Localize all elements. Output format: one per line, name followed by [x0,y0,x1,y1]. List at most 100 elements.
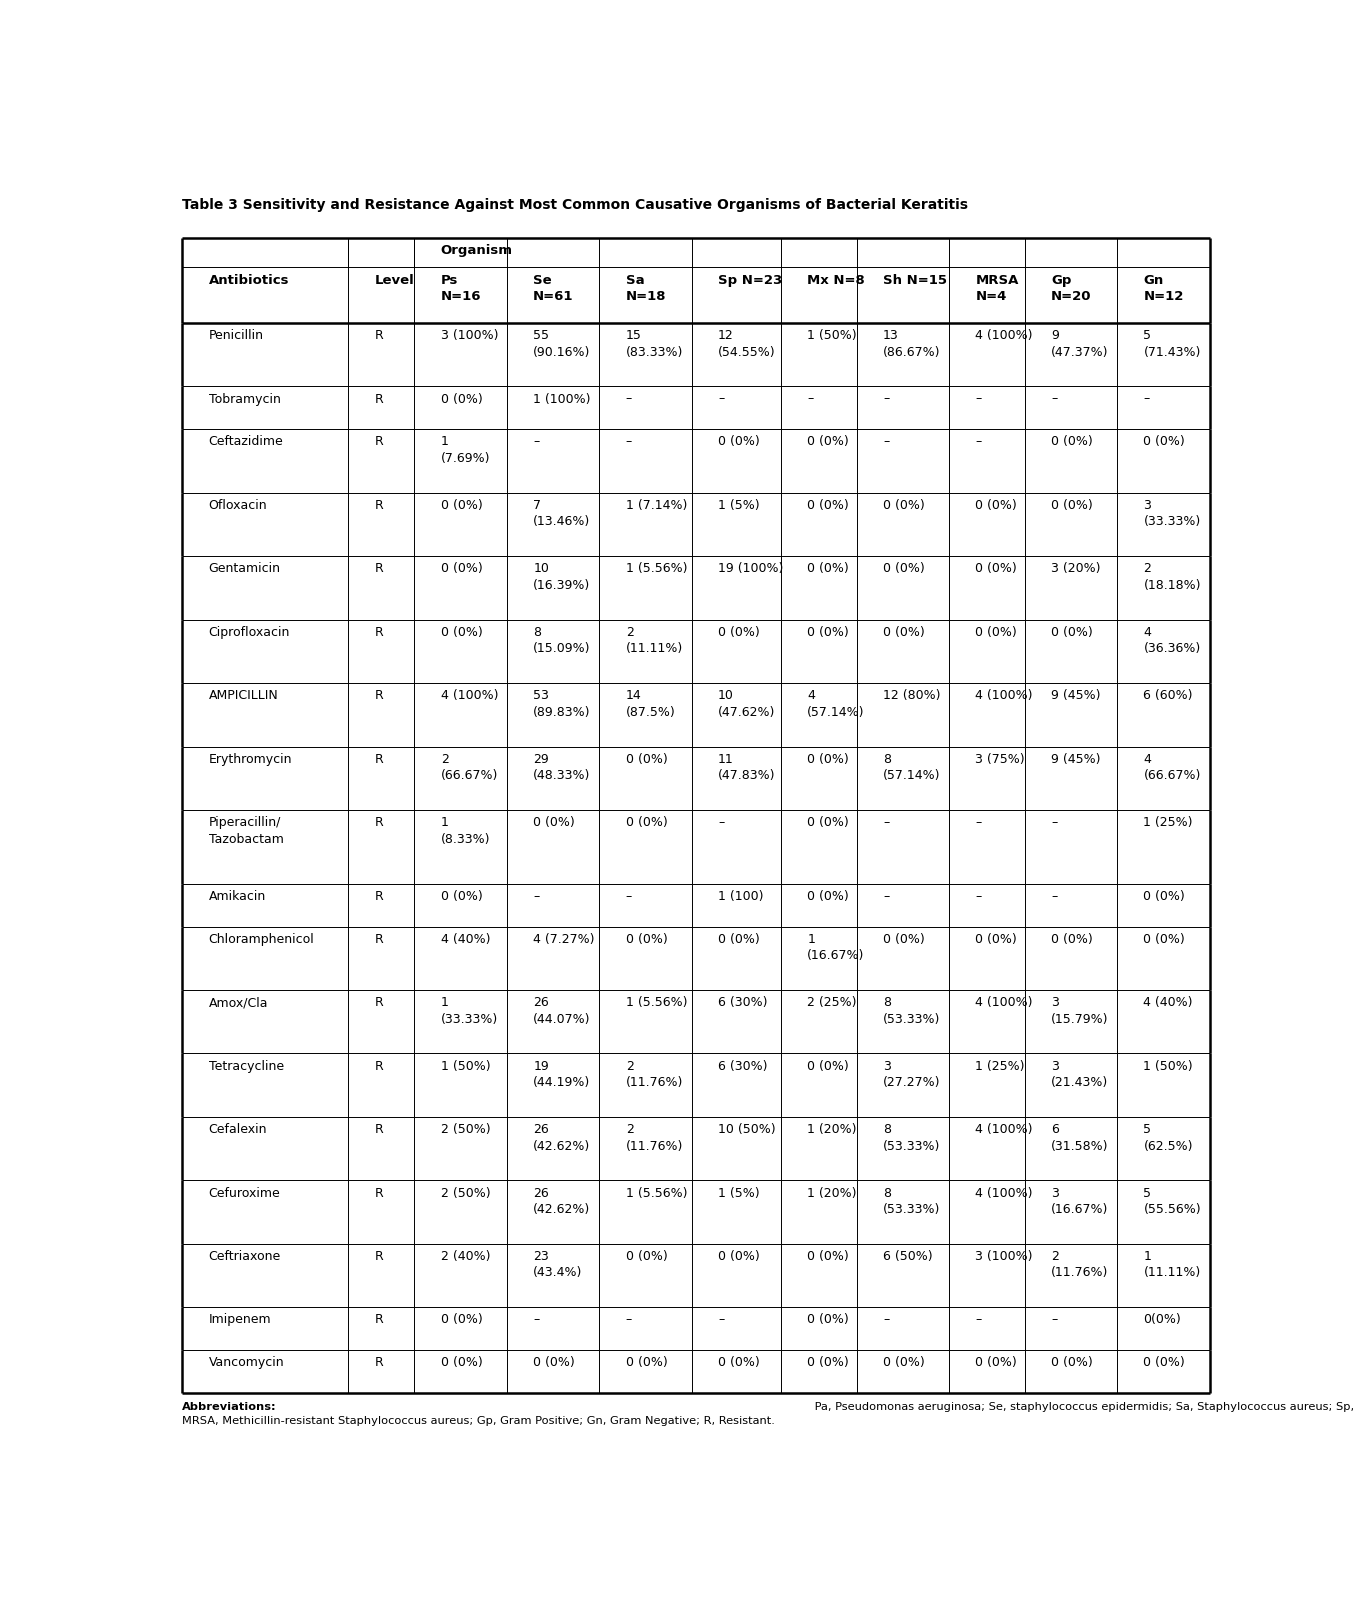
Text: 12 (80%): 12 (80%) [883,690,941,702]
Text: 0 (0%): 0 (0%) [441,1357,482,1370]
Text: 0 (0%): 0 (0%) [441,890,482,902]
Text: AMPICILLIN: AMPICILLIN [209,690,278,702]
Text: R: R [375,890,383,902]
Text: 26
(44.07%): 26 (44.07%) [534,997,591,1026]
Text: –: – [883,1314,889,1326]
Text: R: R [375,626,383,638]
Text: 4
(36.36%): 4 (36.36%) [1143,626,1200,656]
Text: Table 3 Sensitivity and Resistance Against Most Common Causative Organisms of Ba: Table 3 Sensitivity and Resistance Again… [182,198,968,213]
Text: –: – [975,890,982,902]
Text: –: – [883,435,889,448]
Text: 0 (0%): 0 (0%) [808,626,849,638]
Text: 5
(55.56%): 5 (55.56%) [1143,1187,1200,1216]
Text: 19 (100%): 19 (100%) [718,562,784,576]
Text: –: – [975,816,982,829]
Text: Sp N=23: Sp N=23 [718,274,782,286]
Text: –: – [1051,1314,1058,1326]
Text: 0 (0%): 0 (0%) [534,816,574,829]
Text: 1
(8.33%): 1 (8.33%) [441,816,490,846]
Text: 1 (7.14%): 1 (7.14%) [626,499,687,512]
Text: Cefuroxime: Cefuroxime [209,1187,281,1200]
Text: 5
(62.5%): 5 (62.5%) [1143,1123,1192,1152]
Text: R: R [375,690,383,702]
Text: –: – [534,435,539,448]
Text: 4 (40%): 4 (40%) [1143,997,1192,1010]
Text: R: R [375,1187,383,1200]
Text: Organism: Organism [441,245,513,258]
Text: R: R [375,499,383,512]
Text: R: R [375,562,383,576]
Text: 1
(16.67%): 1 (16.67%) [808,933,865,962]
Text: 0 (0%): 0 (0%) [626,1250,667,1262]
Text: 0 (0%): 0 (0%) [883,1357,925,1370]
Text: Se
N=61: Se N=61 [534,274,573,302]
Text: 0 (0%): 0 (0%) [1143,890,1186,902]
Text: –: – [626,890,631,902]
Text: 0 (0%): 0 (0%) [808,816,849,829]
Text: 0 (0%): 0 (0%) [808,1357,849,1370]
Text: 0 (0%): 0 (0%) [441,626,482,638]
Text: 0 (0%): 0 (0%) [975,499,1017,512]
Text: –: – [975,392,982,405]
Text: 0 (0%): 0 (0%) [1051,933,1093,946]
Text: 1 (100): 1 (100) [718,890,763,902]
Text: 0 (0%): 0 (0%) [718,435,760,448]
Text: 4
(57.14%): 4 (57.14%) [808,690,865,718]
Text: 3
(15.79%): 3 (15.79%) [1051,997,1108,1026]
Text: 0 (0%): 0 (0%) [1143,435,1186,448]
Text: –: – [975,1314,982,1326]
Text: Amikacin: Amikacin [209,890,266,902]
Text: 4 (100%): 4 (100%) [975,690,1033,702]
Text: Tetracycline: Tetracycline [209,1059,284,1072]
Text: –: – [718,1314,724,1326]
Text: 2
(18.18%): 2 (18.18%) [1143,562,1200,592]
Text: R: R [375,392,383,405]
Text: 1 (25%): 1 (25%) [975,1059,1025,1072]
Text: 0 (0%): 0 (0%) [883,499,925,512]
Text: 9 (45%): 9 (45%) [1051,690,1100,702]
Text: 0 (0%): 0 (0%) [808,890,849,902]
Text: Sa
N=18: Sa N=18 [626,274,667,302]
Text: 3
(33.33%): 3 (33.33%) [1143,499,1200,528]
Text: –: – [883,890,889,902]
Text: R: R [375,816,383,829]
Text: 0 (0%): 0 (0%) [534,1357,574,1370]
Text: R: R [375,330,383,342]
Text: 0 (0%): 0 (0%) [975,562,1017,576]
Text: 19
(44.19%): 19 (44.19%) [534,1059,591,1090]
Text: 0 (0%): 0 (0%) [626,752,667,766]
Text: 55
(90.16%): 55 (90.16%) [534,330,591,358]
Text: 10
(47.62%): 10 (47.62%) [718,690,775,718]
Text: 0 (0%): 0 (0%) [808,562,849,576]
Text: 0(0%): 0(0%) [1143,1314,1181,1326]
Text: 8
(15.09%): 8 (15.09%) [534,626,591,656]
Text: 4
(66.67%): 4 (66.67%) [1143,752,1200,782]
Text: Gn
N=12: Gn N=12 [1143,274,1184,302]
Text: –: – [1051,816,1058,829]
Text: Tobramycin: Tobramycin [209,392,281,405]
Text: 1 (20%): 1 (20%) [808,1123,857,1136]
Text: 6 (30%): 6 (30%) [718,997,767,1010]
Text: 2 (50%): 2 (50%) [441,1187,490,1200]
Text: 0 (0%): 0 (0%) [1143,1357,1186,1370]
Text: –: – [718,392,724,405]
Text: –: – [718,816,724,829]
Text: Pa, Pseudomonas aeruginosa; Se, staphylococcus epidermidis; Sa, Staphylococcus a: Pa, Pseudomonas aeruginosa; Se, staphylo… [811,1403,1358,1413]
Text: 0 (0%): 0 (0%) [975,933,1017,946]
Text: 7
(13.46%): 7 (13.46%) [534,499,591,528]
Text: 3 (100%): 3 (100%) [975,1250,1033,1262]
Text: –: – [883,816,889,829]
Text: 1 (5%): 1 (5%) [718,499,759,512]
Text: 9
(47.37%): 9 (47.37%) [1051,330,1108,358]
Text: 0 (0%): 0 (0%) [808,752,849,766]
Text: 2
(11.11%): 2 (11.11%) [626,626,683,656]
Text: MRSA
N=4: MRSA N=4 [975,274,1018,302]
Text: –: – [975,435,982,448]
Text: 4 (100%): 4 (100%) [975,1187,1033,1200]
Text: 1 (5.56%): 1 (5.56%) [626,562,687,576]
Text: 4 (100%): 4 (100%) [441,690,498,702]
Text: Ceftazidime: Ceftazidime [209,435,284,448]
Text: Gp
N=20: Gp N=20 [1051,274,1092,302]
Text: 0 (0%): 0 (0%) [441,562,482,576]
Text: 0 (0%): 0 (0%) [808,435,849,448]
